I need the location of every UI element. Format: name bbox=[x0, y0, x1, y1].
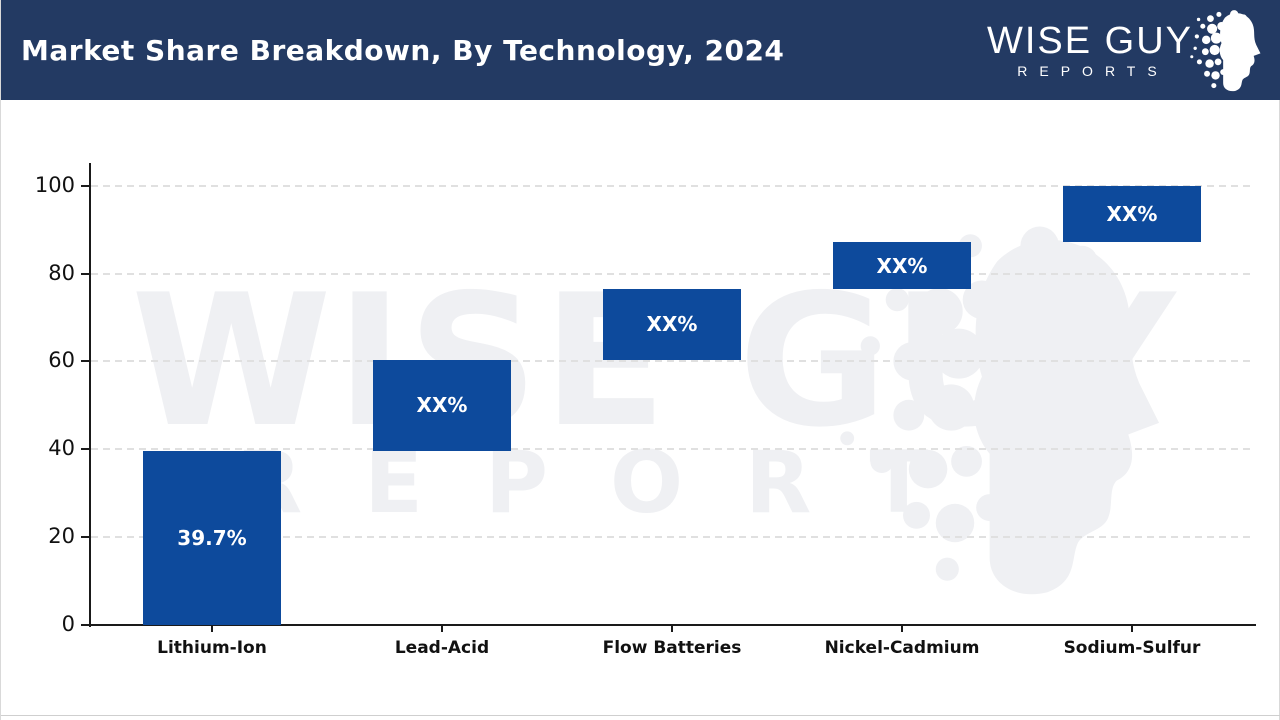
y-tick-20 bbox=[81, 536, 89, 539]
gridline-100 bbox=[91, 184, 1255, 187]
bar-lithium-ion: 39.7% bbox=[143, 450, 281, 625]
y-axis bbox=[89, 163, 91, 627]
y-tick-label-0: 0 bbox=[61, 612, 75, 636]
logo-text: WISE GUY REPORTS bbox=[987, 22, 1193, 78]
bar-value-label-lithium-ion: 39.7% bbox=[177, 525, 247, 550]
bar-nickel-cadmium: XX% bbox=[833, 242, 971, 289]
y-tick-label-100: 100 bbox=[34, 172, 75, 197]
y-tick-100 bbox=[81, 184, 89, 187]
gridline-20 bbox=[91, 536, 1255, 539]
bar-value-label-sodium-sulfur: XX% bbox=[1106, 201, 1158, 226]
y-tick-label-60: 60 bbox=[48, 348, 75, 373]
header: Market Share Breakdown, By Technology, 2… bbox=[1, 0, 1280, 100]
y-tick-label-40: 40 bbox=[48, 436, 75, 461]
y-tick-60 bbox=[81, 360, 89, 363]
y-tick-label-80: 80 bbox=[48, 260, 75, 285]
y-tick-label-20: 20 bbox=[48, 524, 75, 549]
x-category-label-lead-acid: Lead-Acid bbox=[394, 638, 490, 658]
bar-lead-acid: XX% bbox=[373, 359, 511, 451]
bar-sodium-sulfur: XX% bbox=[1063, 185, 1201, 242]
logo-wordmark: WISE GUY bbox=[986, 20, 1193, 62]
y-tick-40 bbox=[81, 448, 89, 451]
gridline-40 bbox=[91, 448, 1255, 451]
x-category-label-nickel-cadmium: Nickel-Cadmium bbox=[824, 638, 980, 658]
wise-guy-reports-logo: WISE GUY REPORTS bbox=[987, 6, 1263, 94]
x-tick-sodium-sulfur bbox=[1131, 626, 1133, 632]
x-category-label-sodium-sulfur: Sodium-Sulfur bbox=[1063, 638, 1201, 658]
bottom-divider bbox=[1, 715, 1280, 716]
gridline-60 bbox=[91, 360, 1255, 363]
x-tick-lithium-ion bbox=[211, 626, 213, 632]
gridline-80 bbox=[91, 272, 1255, 275]
bar-value-label-lead-acid: XX% bbox=[416, 393, 468, 418]
bar-flow-batteries: XX% bbox=[603, 289, 741, 360]
x-category-label-lithium-ion: Lithium-Ion bbox=[157, 638, 267, 658]
y-tick-0 bbox=[81, 624, 89, 626]
x-tick-lead-acid bbox=[441, 626, 443, 632]
bar-value-label-nickel-cadmium: XX% bbox=[876, 253, 928, 278]
logo-subtitle: REPORTS bbox=[1017, 63, 1169, 79]
dotted-head-icon bbox=[1190, 10, 1261, 92]
x-tick-nickel-cadmium bbox=[901, 626, 903, 632]
y-tick-80 bbox=[81, 272, 89, 275]
x-tick-flow-batteries bbox=[671, 626, 673, 632]
x-axis bbox=[89, 624, 1256, 626]
bar-value-label-flow-batteries: XX% bbox=[646, 312, 698, 337]
page-title: Market Share Breakdown, By Technology, 2… bbox=[21, 33, 785, 67]
bar-chart: 0 20 40 60 80 100 39.7% Lithium-Ion XX% Lead-Acid… bbox=[1, 100, 1280, 716]
x-category-label-flow-batteries: Flow Batteries bbox=[602, 638, 742, 658]
